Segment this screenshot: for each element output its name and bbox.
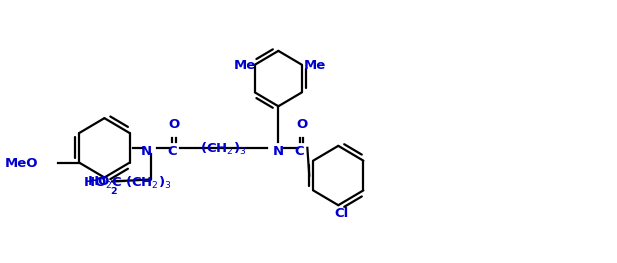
Text: C: C [167, 145, 177, 158]
Text: 2: 2 [110, 188, 117, 196]
Text: Me: Me [304, 59, 326, 72]
Text: (CH$_2$)$_3$: (CH$_2$)$_3$ [200, 141, 247, 157]
Text: O: O [168, 118, 180, 131]
Text: C: C [295, 145, 304, 158]
Text: HO: HO [88, 175, 110, 188]
Text: Cl: Cl [334, 207, 349, 220]
Text: Me: Me [234, 59, 256, 72]
Text: N: N [141, 145, 152, 158]
Text: N: N [273, 145, 284, 158]
Text: HO$_2$C: HO$_2$C [83, 175, 123, 190]
Text: O: O [296, 118, 307, 131]
Text: MeO: MeO [5, 157, 39, 170]
Text: (CH$_2$)$_3$: (CH$_2$)$_3$ [125, 174, 172, 190]
